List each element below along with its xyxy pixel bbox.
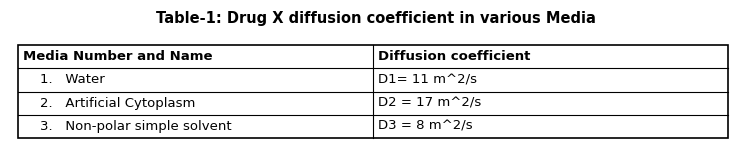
Text: 3.   Non-polar simple solvent: 3. Non-polar simple solvent — [23, 120, 232, 133]
Text: D2 = 17 m^2/s: D2 = 17 m^2/s — [378, 97, 481, 110]
Text: D1= 11 m^2/s: D1= 11 m^2/s — [378, 73, 477, 86]
Text: Media Number and Name: Media Number and Name — [23, 50, 213, 63]
Text: 1.   Water: 1. Water — [23, 73, 105, 86]
Text: D3 = 8 m^2/s: D3 = 8 m^2/s — [378, 120, 472, 133]
Text: Diffusion coefficient: Diffusion coefficient — [378, 50, 530, 63]
Text: 2.   Artificial Cytoplasm: 2. Artificial Cytoplasm — [23, 97, 196, 110]
Text: Table-1: Drug X diffusion coefficient in various Media: Table-1: Drug X diffusion coefficient in… — [156, 11, 596, 25]
Bar — [18, 45, 728, 138]
